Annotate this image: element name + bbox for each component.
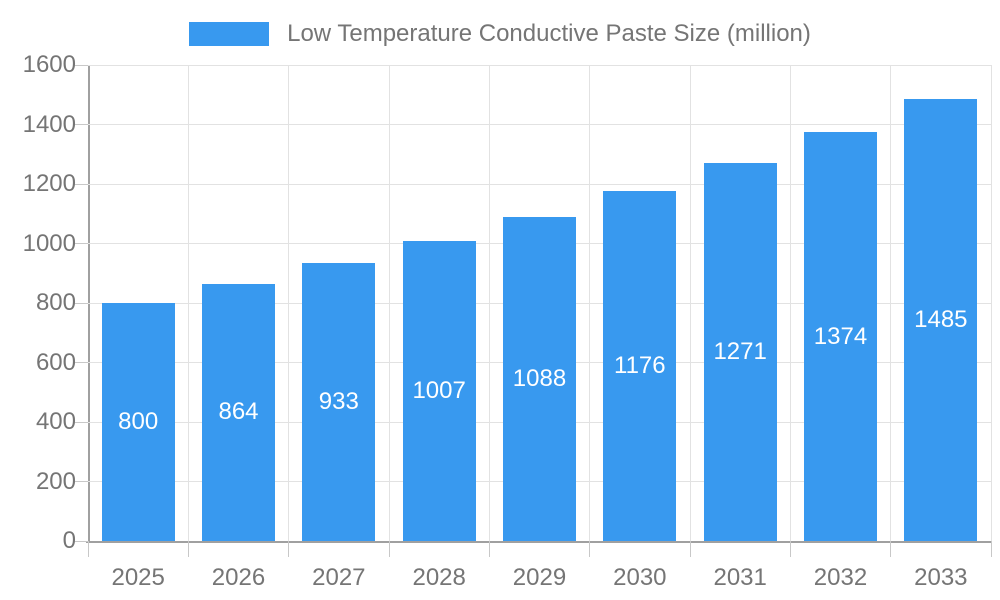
y-axis-tick xyxy=(75,481,88,482)
bar-2031[interactable]: 1271 xyxy=(703,162,777,541)
gridline-vertical xyxy=(890,65,892,541)
x-axis-tick xyxy=(589,541,591,557)
x-axis-tick xyxy=(890,541,892,557)
y-axis-label: 1600 xyxy=(22,51,76,78)
x-axis-label-2028: 2028 xyxy=(412,564,466,591)
gridline-vertical xyxy=(789,65,791,541)
bar-value-label: 1271 xyxy=(713,337,767,365)
x-axis-label-2031: 2031 xyxy=(713,564,767,591)
y-axis-tick xyxy=(75,183,88,185)
y-axis-tick xyxy=(75,540,88,542)
x-axis-tick xyxy=(87,541,89,557)
y-axis-tick xyxy=(75,124,88,125)
y-axis-label: 600 xyxy=(35,348,76,376)
gridline-vertical xyxy=(990,65,992,541)
y-axis-label: 0 xyxy=(62,527,76,554)
bar-2032[interactable]: 1374 xyxy=(804,132,877,541)
bar-value-label: 864 xyxy=(218,398,259,426)
y-axis-tick xyxy=(75,302,88,304)
x-axis-tick xyxy=(288,541,290,557)
x-axis-tick xyxy=(789,541,791,557)
x-axis-tick xyxy=(187,541,189,557)
x-axis-tick xyxy=(488,541,490,557)
x-axis-label-2033: 2033 xyxy=(914,564,968,591)
x-axis-tick xyxy=(388,541,390,557)
gridline-horizontal xyxy=(88,124,991,125)
bar-2026[interactable]: 864 xyxy=(202,283,275,541)
gridline-vertical xyxy=(187,65,189,541)
gridline-vertical xyxy=(488,65,490,541)
gridline-vertical xyxy=(689,65,691,541)
x-axis-label-2027: 2027 xyxy=(312,564,366,591)
gridline-horizontal xyxy=(88,64,991,66)
y-axis-label: 400 xyxy=(35,408,76,435)
y-axis-label: 800 xyxy=(35,289,76,316)
plot-area: 800 864 933 1007 1088 1176 1271 1374 1485 xyxy=(75,64,992,557)
gridline-vertical xyxy=(388,65,390,541)
x-axis-tick xyxy=(990,541,992,557)
y-axis-tick xyxy=(75,243,88,244)
y-axis-label: 200 xyxy=(35,467,76,495)
y-axis-tick xyxy=(75,362,88,363)
y-axis-tick xyxy=(75,421,88,423)
y-axis-label: 1000 xyxy=(22,229,76,257)
gridline-horizontal xyxy=(88,183,991,185)
bar-value-label: 800 xyxy=(118,408,159,435)
legend-label[interactable]: Low Temperature Conductive Paste Size (m… xyxy=(287,20,811,47)
bar-2033[interactable]: 1485 xyxy=(904,99,978,541)
bar-value-label: 1176 xyxy=(614,352,666,380)
legend-swatch[interactable] xyxy=(189,22,270,46)
x-axis-label-2032: 2032 xyxy=(813,564,868,591)
x-axis-line xyxy=(86,541,991,543)
bar-2025[interactable]: 800 xyxy=(101,303,175,541)
y-axis-tick xyxy=(75,64,88,66)
gridline-vertical xyxy=(288,65,290,541)
x-axis-label-2030: 2030 xyxy=(613,564,667,591)
y-axis-label: 1400 xyxy=(22,110,76,138)
bar-2029[interactable]: 1088 xyxy=(503,217,576,541)
bar-2028[interactable]: 1007 xyxy=(402,241,476,541)
x-axis-label-2029: 2029 xyxy=(512,564,567,591)
bar-2027[interactable]: 933 xyxy=(302,263,376,541)
bar-value-label: 1374 xyxy=(813,322,868,350)
bar-2030[interactable]: 1176 xyxy=(603,191,677,541)
x-axis-tick xyxy=(689,541,691,557)
bar-value-label: 933 xyxy=(318,388,359,416)
x-axis-label-2026: 2026 xyxy=(211,564,266,591)
y-axis-label: 1200 xyxy=(22,170,76,197)
bar-value-label: 1007 xyxy=(412,377,466,405)
bar-value-label: 1088 xyxy=(512,365,567,393)
gridline-vertical xyxy=(589,65,591,541)
bar-value-label: 1485 xyxy=(914,306,968,334)
legend: Low Temperature Conductive Paste Size (m… xyxy=(0,20,1000,48)
x-axis-label-2025: 2025 xyxy=(111,564,165,591)
